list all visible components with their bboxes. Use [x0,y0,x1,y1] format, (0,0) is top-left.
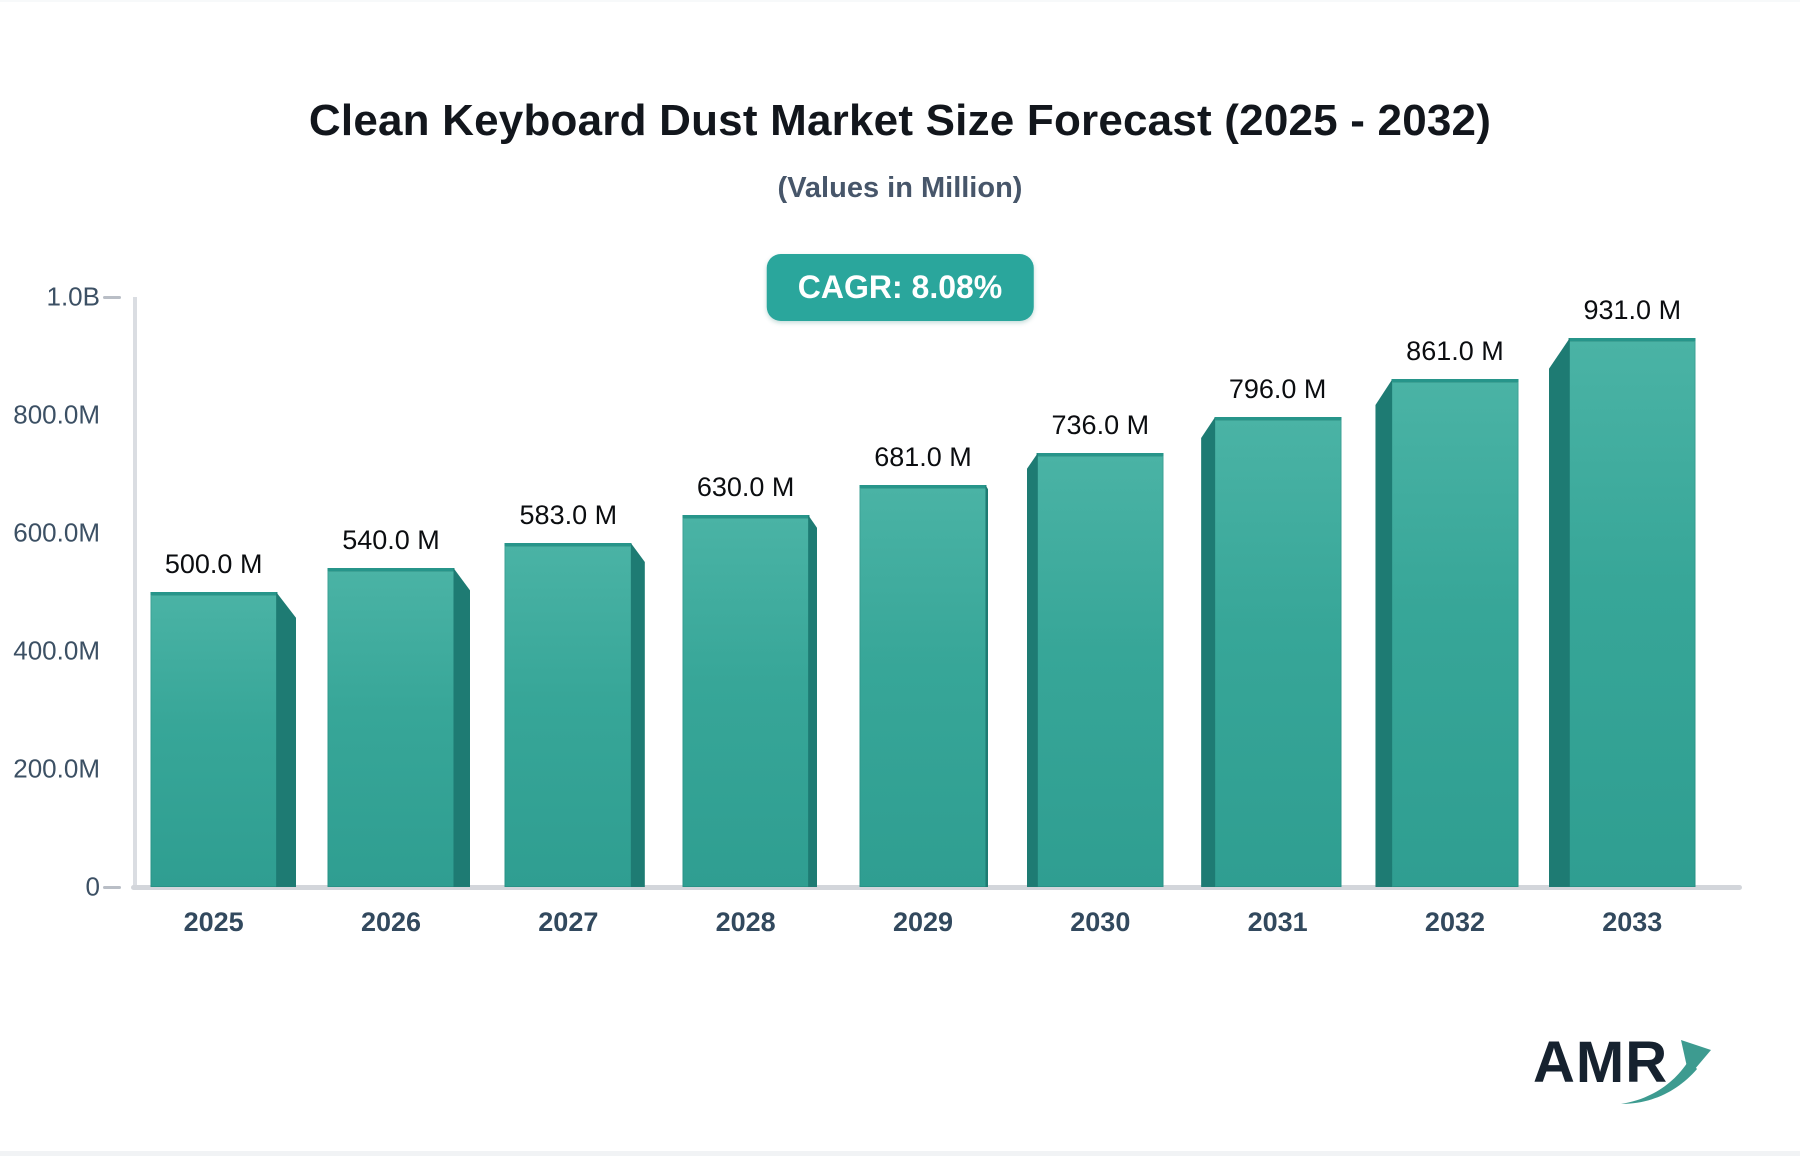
y-axis-tick-label: 200.0M [13,753,100,784]
growth-arrow-icon [1621,1040,1711,1104]
x-axis-label-2025: 2025 [183,907,244,937]
bar-value-label: 736.0 M [1051,410,1150,440]
x-axis-label-2033: 2033 [1602,907,1663,937]
chart-title: Clean Keyboard Dust Market Size Forecast… [308,96,1492,145]
y-axis-tick-label: 800.0M [13,399,100,430]
bar-slot-2025: 500.0 M [125,297,302,887]
bar-2028 [682,515,810,887]
bar-slot-2026: 540.0 M [302,297,479,887]
bar-value-label: 681.0 M [874,442,972,472]
bar-2027 [504,543,632,887]
bar-slot-2031: 796.0 M [1189,297,1366,887]
bar-value-label: 931.0 M [1583,295,1682,325]
x-axis-label-2027: 2027 [538,907,599,937]
chart-subtitle: (Values in Million) [777,172,1023,204]
amr-logo-text: AMR [1533,1030,1669,1095]
bar-side-shade [1548,338,1570,887]
y-axis-tick-label: 1.0B [46,281,101,312]
x-axis-label-2029: 2029 [892,907,954,937]
bar-side-shade [453,568,471,887]
bar-slot-2033: 931.0 M [1544,295,1721,887]
x-axis-label-2031: 2031 [1247,907,1308,937]
bar-2026 [327,568,455,887]
bar-value-label: 500.0 M [164,549,263,579]
bar-side-shade [985,485,989,887]
y-axis-line [133,297,137,887]
bar-slot-2029: 681.0 M [834,297,1011,887]
y-axis-tick-mark [103,296,121,299]
x-axis-label-2030: 2030 [1070,907,1131,937]
bar-slot-2032: 861.0 M [1366,297,1543,887]
y-axis-tick-label: 400.0M [13,635,100,666]
bar-side-shade [276,592,297,887]
x-axis-line [131,885,1742,890]
y-axis-tick-label: 0 [85,871,100,902]
bar-value-label: 583.0 M [519,500,618,530]
bar-2032 [1391,379,1519,887]
y-axis-tick-label: 600.0M [13,517,100,548]
x-axis-label-2028: 2028 [715,907,776,937]
bar-slot-2027: 583.0 M [480,297,657,887]
cagr-badge: CAGR: 8.08% [766,254,1034,321]
bar-value-label: 540.0 M [342,525,440,555]
bar-2030 [1036,453,1164,887]
bar-side-shade [1201,417,1216,887]
x-axis-labels: 2025 2026 2027 2028 2029 2030 2031 2032 2033 [125,907,1721,938]
bar-value-label: 630.0 M [696,472,795,502]
bar-side-shade [1375,379,1393,887]
bar-2031 [1214,417,1342,887]
bar-side-shade [1026,453,1038,887]
bar-value-label: 796.0 M [1228,374,1327,404]
bar-slot-2028: 630.0 M [657,297,834,887]
bar-2029 [859,485,987,887]
bar-2033 [1568,338,1696,887]
x-axis-label-2026: 2026 [360,907,422,937]
x-axis-label-2032: 2032 [1424,907,1485,937]
bar-2025 [150,592,278,887]
bar-value-label: 861.0 M [1406,336,1504,366]
amr-logo: AMR [1533,1034,1753,1124]
y-axis-tick-mark [103,886,121,889]
bar-series: 500.0 M 540.0 M 583.0 M 630.0 M 681.0 M 736.0… [125,295,1721,887]
bar-side-shade [630,543,645,887]
bar-slot-2030: 736.0 M [1012,297,1189,887]
bar-side-shade [808,515,818,887]
